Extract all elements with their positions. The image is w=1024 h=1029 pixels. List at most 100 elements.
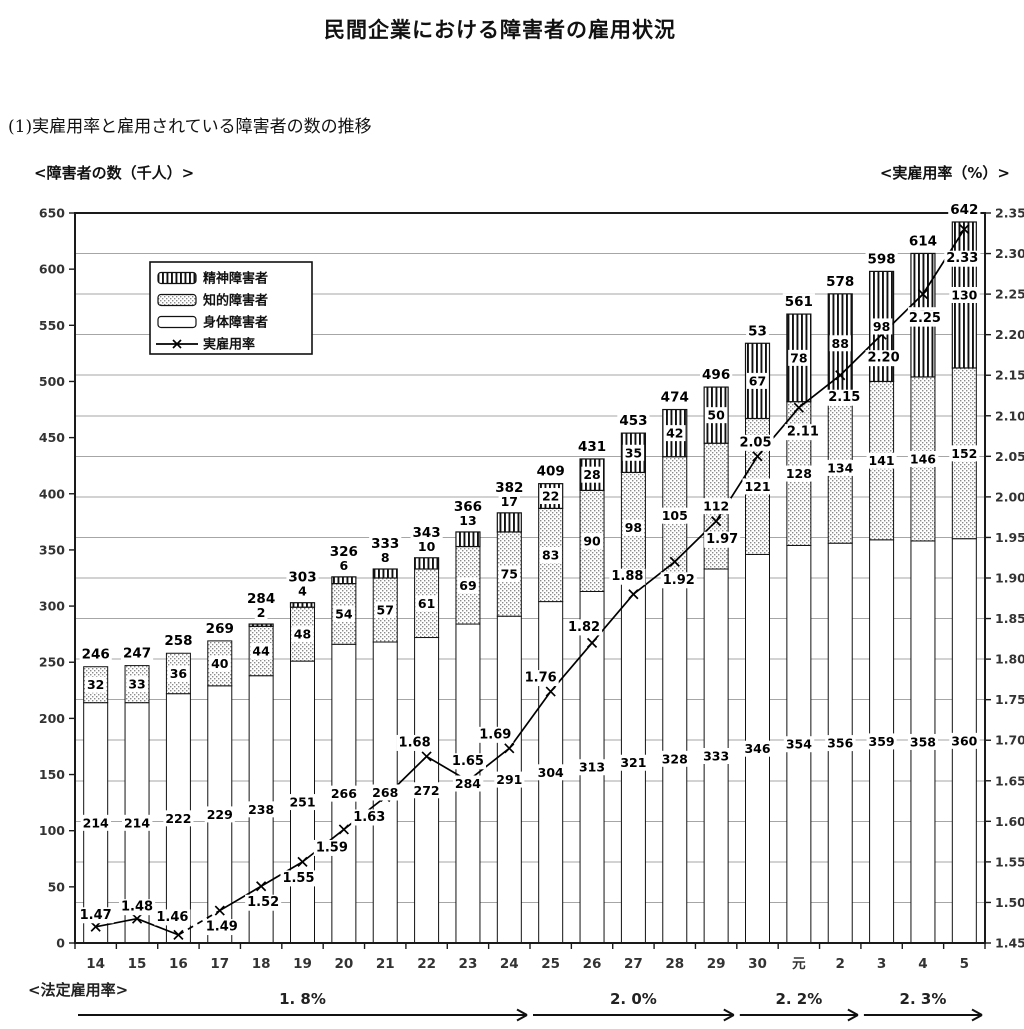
svg-text:474: 474 bbox=[661, 390, 689, 406]
svg-text:4: 4 bbox=[918, 956, 927, 972]
svg-text:44: 44 bbox=[252, 644, 270, 659]
svg-text:350: 350 bbox=[39, 542, 65, 557]
svg-text:1.75: 1.75 bbox=[995, 692, 1024, 707]
bar-23 bbox=[455, 531, 481, 944]
svg-text:284: 284 bbox=[455, 776, 481, 791]
svg-text:18: 18 bbox=[252, 956, 271, 972]
svg-text:333: 333 bbox=[371, 536, 399, 552]
svg-text:33: 33 bbox=[128, 677, 145, 692]
bar-14 bbox=[83, 666, 109, 944]
svg-text:61: 61 bbox=[418, 596, 435, 611]
svg-text:0: 0 bbox=[56, 936, 65, 951]
svg-text:17: 17 bbox=[501, 494, 518, 509]
svg-text:150: 150 bbox=[39, 767, 65, 782]
svg-text:28: 28 bbox=[665, 956, 684, 972]
svg-text:1.50: 1.50 bbox=[995, 895, 1024, 910]
svg-text:54: 54 bbox=[335, 606, 353, 621]
svg-text:105: 105 bbox=[662, 508, 688, 523]
bar-28 bbox=[662, 408, 688, 944]
svg-text:333: 333 bbox=[703, 749, 729, 764]
svg-text:1.68: 1.68 bbox=[399, 735, 431, 750]
svg-text:2.11: 2.11 bbox=[787, 425, 819, 440]
svg-text:1.65: 1.65 bbox=[995, 773, 1024, 788]
bar-29 bbox=[703, 386, 729, 944]
svg-text:知的障害者: 知的障害者 bbox=[203, 293, 268, 309]
bar-26 bbox=[579, 458, 605, 944]
svg-text:1.88: 1.88 bbox=[611, 569, 643, 584]
svg-text:2.30: 2.30 bbox=[995, 246, 1024, 261]
svg-text:6: 6 bbox=[340, 558, 349, 573]
svg-text:36: 36 bbox=[170, 666, 188, 681]
svg-text:25: 25 bbox=[541, 956, 560, 972]
svg-text:1.97: 1.97 bbox=[706, 532, 738, 547]
svg-text:22: 22 bbox=[542, 489, 559, 504]
svg-text:2.00: 2.00 bbox=[995, 489, 1024, 504]
svg-text:2.15: 2.15 bbox=[995, 368, 1024, 383]
svg-text:251: 251 bbox=[289, 795, 315, 810]
svg-text:2: 2 bbox=[836, 956, 845, 972]
svg-text:3: 3 bbox=[877, 956, 886, 972]
svg-text:291: 291 bbox=[496, 772, 522, 787]
svg-text:578: 578 bbox=[826, 274, 854, 290]
svg-text:1.60: 1.60 bbox=[995, 814, 1024, 829]
svg-text:1. 8%: 1. 8% bbox=[279, 990, 326, 1008]
svg-text:409: 409 bbox=[537, 464, 565, 480]
svg-text:5: 5 bbox=[960, 956, 969, 972]
svg-text:1.46: 1.46 bbox=[156, 910, 188, 925]
svg-text:1.48: 1.48 bbox=[121, 900, 153, 915]
svg-text:2. 3%: 2. 3% bbox=[900, 990, 947, 1008]
bar-19 bbox=[289, 602, 316, 944]
data-labels: 0501001502002503003504004505005506006501… bbox=[39, 201, 1024, 972]
svg-text:2.25: 2.25 bbox=[909, 311, 941, 326]
svg-text:1.70: 1.70 bbox=[995, 733, 1024, 748]
svg-text:304: 304 bbox=[538, 765, 564, 780]
svg-text:88: 88 bbox=[832, 336, 849, 351]
svg-text:550: 550 bbox=[39, 318, 65, 333]
statutory-rate: <法定雇用率> 1. 8% 2. 0% 2. 2% 2. 3% bbox=[28, 981, 983, 1022]
svg-text:69: 69 bbox=[459, 578, 476, 593]
svg-text:1.69: 1.69 bbox=[479, 727, 511, 742]
svg-text:313: 313 bbox=[579, 760, 605, 775]
bar-20 bbox=[331, 576, 357, 944]
svg-text:2.05: 2.05 bbox=[739, 435, 771, 450]
svg-text:121: 121 bbox=[744, 479, 770, 494]
svg-text:75: 75 bbox=[501, 567, 518, 582]
svg-text:16: 16 bbox=[169, 956, 188, 972]
svg-text:19: 19 bbox=[293, 956, 312, 972]
svg-text:90: 90 bbox=[583, 533, 601, 548]
svg-text:128: 128 bbox=[786, 466, 812, 481]
chart-svg: 0501001502002503003504004505005506006501… bbox=[28, 201, 1024, 1022]
page-subtitle: (1)実雇用率と雇用されている障害者の数の推移 bbox=[8, 117, 372, 137]
svg-text:1.80: 1.80 bbox=[995, 652, 1024, 667]
svg-text:23: 23 bbox=[459, 956, 478, 972]
svg-text:29: 29 bbox=[707, 956, 726, 972]
svg-text:14: 14 bbox=[86, 956, 105, 972]
svg-text:354: 354 bbox=[786, 737, 812, 752]
svg-text:359: 359 bbox=[869, 734, 895, 749]
svg-text:146: 146 bbox=[910, 451, 936, 466]
svg-text:1.49: 1.49 bbox=[206, 920, 238, 935]
svg-text:360: 360 bbox=[951, 733, 977, 748]
svg-text:実雇用率: 実雇用率 bbox=[203, 337, 255, 353]
axes bbox=[69, 212, 991, 949]
svg-text:112: 112 bbox=[703, 499, 729, 514]
svg-text:35: 35 bbox=[625, 445, 642, 460]
svg-text:57: 57 bbox=[377, 603, 394, 618]
svg-text:366: 366 bbox=[454, 499, 482, 515]
svg-text:30: 30 bbox=[748, 956, 767, 972]
svg-text:100: 100 bbox=[39, 823, 65, 838]
bar-3 bbox=[868, 270, 895, 944]
svg-text:2. 0%: 2. 0% bbox=[610, 990, 657, 1008]
svg-text:42: 42 bbox=[666, 426, 683, 441]
svg-text:300: 300 bbox=[39, 599, 65, 614]
svg-text:10: 10 bbox=[418, 539, 436, 554]
svg-text:1.59: 1.59 bbox=[316, 840, 348, 855]
svg-text:2.25: 2.25 bbox=[995, 287, 1024, 302]
svg-text:98: 98 bbox=[625, 520, 642, 535]
bar-17 bbox=[207, 640, 233, 944]
svg-text:266: 266 bbox=[331, 786, 357, 801]
svg-text:272: 272 bbox=[414, 783, 440, 798]
svg-text:130: 130 bbox=[951, 287, 977, 302]
svg-text:431: 431 bbox=[578, 439, 606, 455]
svg-text:27: 27 bbox=[624, 956, 643, 972]
